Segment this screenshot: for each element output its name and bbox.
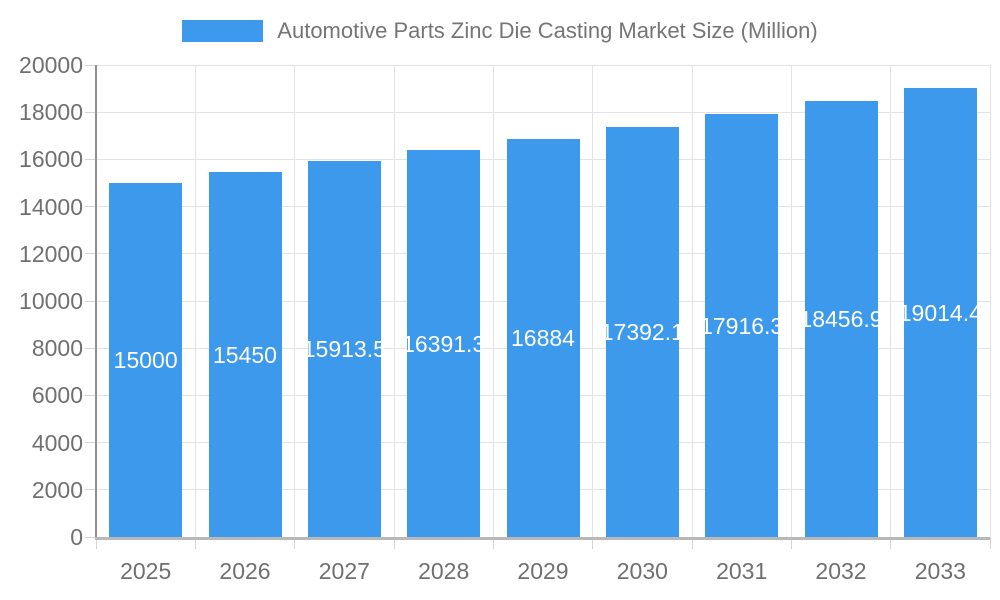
v-gridline — [592, 65, 594, 537]
y-axis-tick — [85, 347, 96, 349]
bar-value-label: 18456.9 — [799, 306, 883, 333]
bar[interactable] — [804, 101, 878, 537]
v-gridline — [890, 65, 892, 537]
x-axis-tick — [492, 537, 494, 549]
bar[interactable] — [705, 114, 779, 537]
x-tick-label: 2029 — [517, 558, 569, 584]
x-axis-tick — [393, 537, 395, 549]
x-tick-label: 2027 — [318, 558, 370, 584]
bar-value-label: 19014.4 — [898, 299, 982, 326]
x-tick-label: 2032 — [815, 558, 867, 584]
bar[interactable] — [208, 172, 282, 537]
h-gridline — [96, 64, 990, 66]
x-tick-label: 2030 — [616, 558, 668, 584]
x-tick-label: 2026 — [219, 558, 271, 584]
y-tick-label: 4000 — [31, 429, 83, 456]
bar[interactable] — [407, 150, 481, 537]
x-axis-tick — [691, 537, 693, 549]
y-tick-label: 8000 — [31, 335, 83, 362]
y-tick-label: 18000 — [19, 99, 83, 126]
y-axis-line — [95, 65, 97, 537]
bar[interactable] — [605, 126, 679, 537]
y-axis-tick — [85, 536, 96, 538]
y-axis-tick — [85, 111, 96, 113]
y-tick-label: 14000 — [19, 193, 83, 220]
x-axis-tick — [890, 537, 892, 549]
y-tick-label: 16000 — [19, 146, 83, 173]
bar-value-label: 15000 — [113, 347, 178, 373]
x-tick-label: 2033 — [914, 558, 966, 584]
y-tick-label: 10000 — [19, 288, 83, 314]
bar-value-label: 16391.3 — [402, 330, 486, 357]
chart-title: Automotive Parts Zinc Die Casting Market… — [277, 18, 818, 43]
y-axis-tick — [85, 300, 96, 302]
v-gridline — [294, 65, 296, 537]
x-tick-label: 2025 — [120, 558, 172, 584]
bar-value-label: 17392.1 — [600, 318, 684, 345]
legend-swatch-icon — [182, 20, 264, 42]
y-axis-tick — [85, 206, 96, 208]
x-axis-tick — [989, 537, 991, 549]
v-gridline — [989, 65, 991, 537]
y-axis-tick — [85, 442, 96, 444]
y-tick-label: 2000 — [31, 476, 83, 503]
v-gridline — [194, 65, 196, 537]
bar[interactable] — [307, 161, 381, 537]
bar[interactable] — [506, 138, 580, 537]
x-axis-tick — [194, 537, 196, 549]
y-tick-label: 12000 — [19, 240, 83, 267]
bar-value-label: 16884 — [511, 324, 575, 351]
v-gridline — [691, 65, 693, 537]
y-axis-tick — [85, 158, 96, 160]
bar-value-label: 15450 — [213, 341, 277, 368]
y-tick-label: 6000 — [31, 382, 83, 409]
bar-value-label: 17916.3 — [700, 312, 784, 339]
h-gridline — [96, 111, 990, 113]
y-axis-tick — [85, 64, 96, 66]
v-gridline — [492, 65, 494, 537]
bar-value-label: 15913.5 — [302, 336, 386, 363]
x-axis-tick — [95, 537, 97, 549]
x-axis-tick — [790, 537, 792, 549]
bar[interactable] — [903, 88, 977, 537]
x-axis-tick — [592, 537, 594, 549]
v-gridline — [790, 65, 792, 537]
x-tick-label: 2031 — [716, 558, 768, 584]
y-axis-tick — [85, 394, 96, 396]
y-tick-label: 20000 — [19, 52, 83, 78]
x-axis-tick — [294, 537, 296, 549]
y-axis-tick — [85, 489, 96, 491]
v-gridline — [393, 65, 395, 537]
x-tick-label: 2028 — [418, 558, 470, 584]
bar[interactable] — [109, 183, 183, 537]
y-tick-label: 0 — [70, 524, 83, 550]
x-axis-line — [95, 537, 990, 540]
y-axis-tick — [85, 253, 96, 255]
legend-item[interactable]: Automotive Parts Zinc Die Casting Market… — [182, 18, 818, 44]
legend: Automotive Parts Zinc Die Casting Market… — [0, 18, 1000, 44]
